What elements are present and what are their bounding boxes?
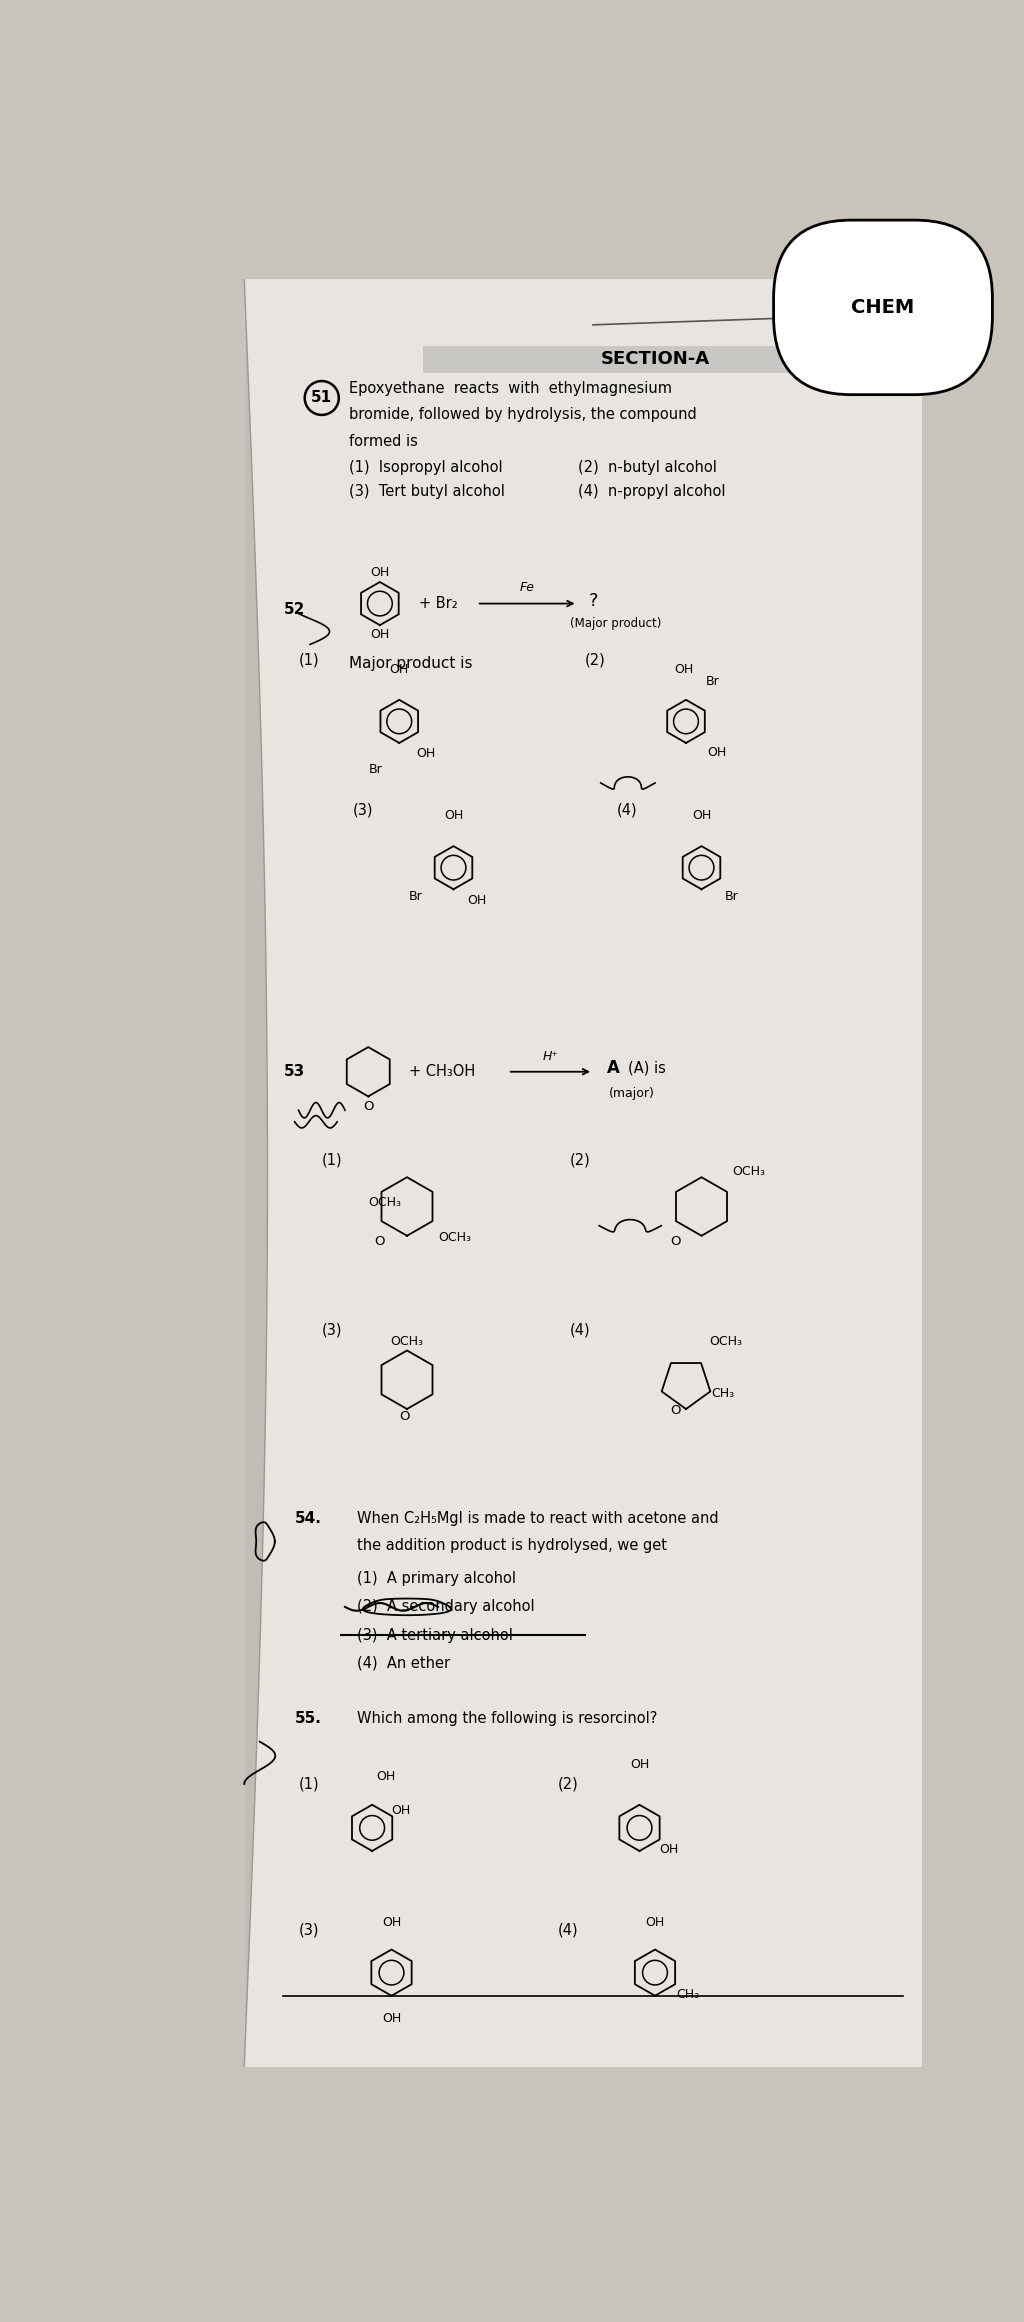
- Text: bromide, followed by hydrolysis, the compound: bromide, followed by hydrolysis, the com…: [349, 406, 696, 423]
- Text: (2)  n-butyl alcohol: (2) n-butyl alcohol: [578, 460, 717, 474]
- Text: (4)  An ether: (4) An ether: [356, 1656, 450, 1670]
- Text: OH: OH: [675, 662, 693, 676]
- Text: O: O: [362, 1101, 374, 1112]
- Text: Br: Br: [725, 889, 738, 903]
- Text: (2): (2): [586, 652, 606, 666]
- Text: (1): (1): [299, 1776, 319, 1793]
- Text: OH: OH: [371, 627, 389, 641]
- Text: O: O: [671, 1405, 681, 1416]
- Polygon shape: [245, 279, 267, 2067]
- Text: OH: OH: [692, 808, 711, 822]
- Text: (1)  Isopropyl alcohol: (1) Isopropyl alcohol: [349, 460, 503, 474]
- Text: formed is: formed is: [349, 434, 418, 448]
- Text: (A) is: (A) is: [628, 1061, 666, 1075]
- Text: A: A: [607, 1059, 620, 1077]
- Text: (3): (3): [299, 1923, 319, 1939]
- Polygon shape: [245, 279, 922, 2067]
- Text: OH: OH: [708, 745, 727, 759]
- Text: OH: OH: [376, 1769, 395, 1783]
- Text: (major): (major): [608, 1087, 654, 1101]
- Text: (2): (2): [569, 1152, 591, 1168]
- FancyBboxPatch shape: [423, 346, 888, 374]
- Text: Which among the following is resorcinol?: Which among the following is resorcinol?: [356, 1711, 657, 1725]
- Text: 55.: 55.: [295, 1711, 322, 1725]
- Text: CH₃: CH₃: [677, 1988, 699, 2002]
- Text: OH: OH: [391, 1804, 411, 1818]
- Text: H⁺: H⁺: [543, 1050, 558, 1063]
- Text: (3)  Tert butyl alcohol: (3) Tert butyl alcohol: [349, 485, 505, 499]
- Text: 54.: 54.: [295, 1512, 322, 1526]
- Text: (4)  n-propyl alcohol: (4) n-propyl alcohol: [578, 485, 725, 499]
- Text: OCH₃: OCH₃: [710, 1335, 742, 1347]
- Text: OH: OH: [382, 1916, 401, 1930]
- Text: (3): (3): [352, 803, 374, 817]
- Text: OCH₃: OCH₃: [438, 1231, 471, 1245]
- Text: O: O: [671, 1235, 681, 1247]
- Text: (Major product): (Major product): [569, 618, 662, 629]
- Text: (1)  A primary alcohol: (1) A primary alcohol: [356, 1572, 516, 1586]
- Text: (4): (4): [616, 803, 637, 817]
- Text: (3): (3): [322, 1321, 342, 1337]
- Text: When C₂H₅MgI is made to react with acetone and: When C₂H₅MgI is made to react with aceto…: [356, 1512, 718, 1526]
- Text: OCH₃: OCH₃: [390, 1335, 424, 1347]
- Text: OCH₃: OCH₃: [732, 1166, 766, 1177]
- Text: OH: OH: [443, 808, 463, 822]
- Text: (3)  A tertiary alcohol: (3) A tertiary alcohol: [356, 1628, 512, 1644]
- Text: OH: OH: [382, 2013, 401, 2025]
- Text: + CH₃OH: + CH₃OH: [409, 1063, 475, 1080]
- Text: OH: OH: [371, 567, 389, 578]
- Text: OH: OH: [630, 1758, 649, 1772]
- Text: the addition product is hydrolysed, we get: the addition product is hydrolysed, we g…: [356, 1537, 667, 1553]
- Text: 51: 51: [311, 390, 333, 406]
- Text: (4): (4): [569, 1321, 591, 1337]
- Text: (4): (4): [558, 1923, 579, 1939]
- Text: O: O: [375, 1235, 385, 1247]
- Text: Major product is: Major product is: [349, 657, 472, 671]
- Text: OH: OH: [389, 662, 409, 676]
- Text: OH: OH: [467, 894, 486, 906]
- Text: CH₃: CH₃: [711, 1386, 734, 1400]
- Text: Br: Br: [369, 762, 383, 776]
- Text: Br: Br: [409, 889, 422, 903]
- Text: OCH₃: OCH₃: [369, 1196, 401, 1210]
- Text: OH: OH: [417, 748, 435, 759]
- Text: (2): (2): [558, 1776, 579, 1793]
- Text: 53: 53: [284, 1063, 305, 1080]
- Text: OH: OH: [645, 1916, 665, 1930]
- Text: CHEM: CHEM: [851, 297, 914, 316]
- Text: SECTION-A: SECTION-A: [600, 351, 710, 369]
- Text: + Br₂: + Br₂: [419, 597, 458, 611]
- Text: Br: Br: [706, 676, 719, 687]
- Text: 52: 52: [284, 601, 305, 618]
- Text: Epoxyethane  reacts  with  ethylmagnesium: Epoxyethane reacts with ethylmagnesium: [349, 381, 672, 397]
- Text: (1): (1): [299, 652, 319, 666]
- Text: (1): (1): [322, 1152, 342, 1168]
- Text: OH: OH: [658, 1844, 678, 1855]
- Text: ?: ?: [589, 592, 599, 608]
- Text: O: O: [399, 1409, 410, 1423]
- Text: (2)  A secondary alcohol: (2) A secondary alcohol: [356, 1600, 535, 1614]
- Text: Fe: Fe: [519, 580, 535, 594]
